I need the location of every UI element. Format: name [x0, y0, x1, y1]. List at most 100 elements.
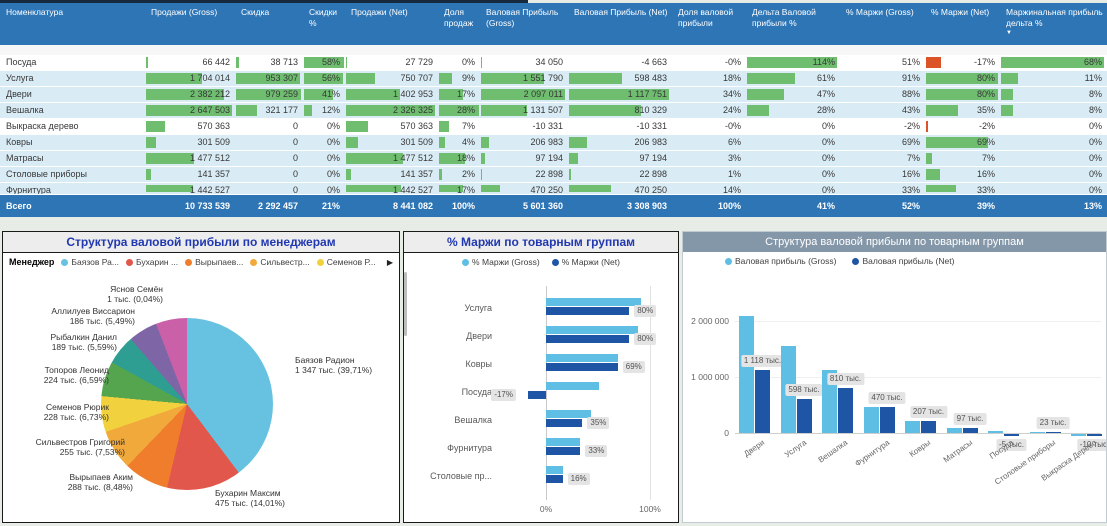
- bar-gross[interactable]: [988, 431, 1003, 433]
- table-cell: 91%: [840, 71, 925, 86]
- bar-gross[interactable]: [546, 326, 638, 334]
- bar-net[interactable]: [755, 370, 770, 433]
- sort-descending-icon: ▼: [1006, 30, 1012, 37]
- column-header[interactable]: Продажи (Gross): [145, 3, 235, 45]
- bar-gross[interactable]: [546, 354, 618, 362]
- table-cell: 34 050: [480, 55, 568, 70]
- bar-net[interactable]: [546, 475, 563, 483]
- bar-gross[interactable]: [546, 298, 641, 306]
- table-row[interactable]: Услуга 1 704 014 953 307 56% 750 707 9% 1 551 …: [0, 71, 1107, 87]
- table-row[interactable]: Посуда 66 442 38 713 58% 27 729 0% 34 050 -4 66…: [0, 55, 1107, 71]
- legend-item[interactable]: Баязов Ра...: [61, 257, 119, 267]
- column-header[interactable]: Скидки %: [303, 3, 345, 45]
- table-row[interactable]: Ковры 301 509 0 0% 301 509 4% 206 983 206 983 6%…: [0, 135, 1107, 151]
- legend-item[interactable]: Бухарин ...: [125, 257, 178, 267]
- legend-item[interactable]: Валовая прибыль (Gross): [725, 256, 836, 266]
- bar-gross[interactable]: [863, 406, 879, 433]
- column-header[interactable]: Продажи (Net): [345, 3, 438, 45]
- bar-gross[interactable]: [546, 410, 591, 418]
- legend-item[interactable]: Вырыпаев...: [185, 257, 243, 267]
- legend-item[interactable]: Сильвестр...: [250, 257, 310, 267]
- scrollbar-thumb[interactable]: [404, 272, 407, 336]
- column-header[interactable]: % Маржи (Gross): [840, 3, 925, 45]
- data-bar: [146, 89, 224, 100]
- column-header[interactable]: Доля продаж: [438, 3, 480, 45]
- data-bar: [439, 169, 442, 180]
- cell-value: 206 983: [634, 137, 667, 147]
- bar-net[interactable]: [546, 447, 581, 455]
- cell-value: -10 331: [636, 121, 667, 131]
- table-cell: 28%: [438, 103, 480, 118]
- table-row[interactable]: Фурнитура 1 442 527 0 0% 1 442 527 17% 470 250…: [0, 183, 1107, 194]
- column-header[interactable]: Валовая Прибыль (Net): [568, 3, 672, 45]
- legend-item[interactable]: % Маржи (Net): [551, 257, 620, 267]
- table-cell: 3%: [672, 151, 746, 166]
- data-bar: [747, 105, 770, 116]
- table-row[interactable]: Столовые приборы 141 357 0 0% 141 357 2% 22 89…: [0, 167, 1107, 183]
- bar-gross[interactable]: [905, 421, 920, 433]
- cell-value: 11%: [1084, 73, 1102, 83]
- bar-gross[interactable]: [546, 466, 563, 474]
- bar-gross[interactable]: [822, 369, 837, 433]
- bar-net[interactable]: [962, 427, 978, 433]
- bar-net[interactable]: [838, 387, 853, 433]
- bar-gross[interactable]: [1071, 434, 1086, 436]
- column-header[interactable]: Дельта Валовой прибыли %: [746, 3, 840, 45]
- column-header[interactable]: Номенклатура: [0, 3, 145, 45]
- legend-item[interactable]: Валовая прибыль (Net): [852, 256, 954, 266]
- bar-net[interactable]: [1004, 434, 1019, 436]
- table-cell: 22 898: [480, 167, 568, 182]
- bar-net[interactable]: [546, 363, 618, 371]
- bar-net[interactable]: [879, 406, 895, 433]
- gridline: [735, 433, 1101, 434]
- legend-item[interactable]: Семенов Р...: [316, 257, 376, 267]
- bar-net[interactable]: [546, 307, 630, 315]
- cell-value: 1 477 512: [189, 153, 230, 163]
- bar-net[interactable]: [796, 399, 812, 433]
- bar-gross[interactable]: [546, 438, 581, 446]
- table-cell: 69%: [925, 135, 1000, 150]
- data-bar: [146, 137, 156, 148]
- data-bar: [747, 73, 796, 84]
- table-cell: 35%: [925, 103, 1000, 118]
- bar-net[interactable]: [528, 391, 546, 399]
- data-bar: [236, 73, 300, 84]
- bar-net[interactable]: [546, 335, 630, 343]
- column-header[interactable]: % Маржи (Net): [925, 3, 1000, 45]
- gridline: [735, 321, 1101, 322]
- legend-color-dot: [462, 259, 470, 266]
- table-row[interactable]: Вешалка 2 647 503 321 177 12% 2 326 325 28% 1 …: [0, 103, 1107, 119]
- legend-scroll-right-icon[interactable]: ▶: [386, 257, 393, 267]
- bar-net[interactable]: [1087, 434, 1102, 436]
- column-header[interactable]: Скидка: [235, 3, 303, 45]
- bar-gross[interactable]: [946, 427, 962, 433]
- cell-value: 14%: [722, 185, 741, 194]
- total-cell: 39%: [925, 195, 1000, 217]
- bar-net[interactable]: [921, 421, 936, 433]
- table-row[interactable]: Выкраска дерево 570 363 0 0% 570 363 7% -10 33…: [0, 119, 1107, 135]
- bar-gross[interactable]: [739, 315, 754, 433]
- table-cell: -0%: [672, 119, 746, 134]
- margin-bar-title: % Маржи по товарным группам: [404, 232, 678, 253]
- cell-value: 97 194: [639, 153, 667, 163]
- table-cell: 7%: [840, 151, 925, 166]
- column-header[interactable]: Валовая Прибыль (Gross): [480, 3, 568, 45]
- cell-value: 69%: [901, 137, 920, 147]
- cell-value: 34 050: [535, 57, 563, 67]
- margin-bar-panel: % Маржи по товарным группам % Маржи (Gro…: [403, 231, 679, 523]
- table-row[interactable]: Двери 2 382 212 979 259 41% 1 402 953 17% 2 09…: [0, 87, 1107, 103]
- column-header[interactable]: Маржинальная прибыль дельта % ▼: [1000, 3, 1107, 45]
- column-header[interactable]: Доля валовой прибыли: [672, 3, 746, 45]
- legend-item[interactable]: % Маржи (Gross): [462, 257, 540, 267]
- nomenclature-table[interactable]: Номенклатура Продажи (Gross) Скидка Скидки …: [0, 3, 1107, 217]
- pie-chart[interactable]: [101, 318, 273, 490]
- table-row[interactable]: Матрасы 1 477 512 0 0% 1 477 512 18% 97 194 97 …: [0, 151, 1107, 167]
- bar-gross[interactable]: [546, 382, 600, 390]
- bar-net[interactable]: [546, 419, 583, 427]
- bar-gross[interactable]: [1029, 431, 1045, 433]
- table-cell: 6%: [672, 135, 746, 150]
- total-value: 39%: [976, 201, 995, 211]
- bar-net[interactable]: [1045, 431, 1061, 433]
- category-label: Услуга: [464, 303, 492, 313]
- total-cell: 10 733 539: [145, 195, 235, 217]
